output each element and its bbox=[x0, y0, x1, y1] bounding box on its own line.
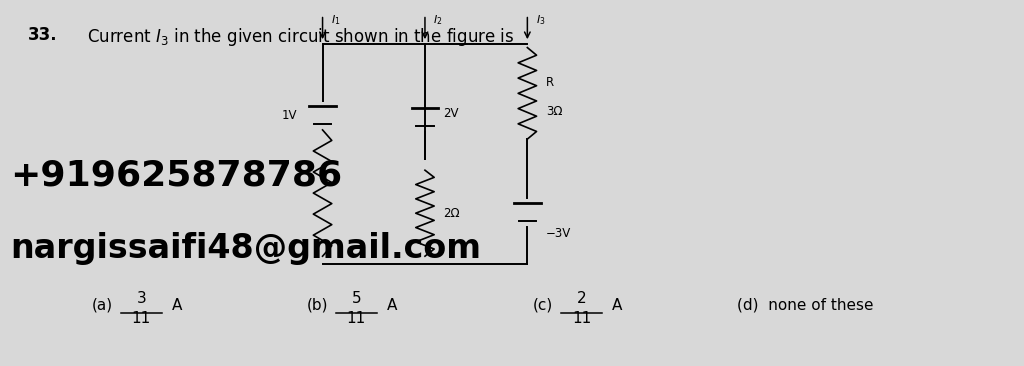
Text: 5: 5 bbox=[351, 291, 361, 306]
Text: A: A bbox=[172, 298, 182, 313]
Text: Current $I_3$ in the given circuit shown in the figure is: Current $I_3$ in the given circuit shown… bbox=[87, 26, 514, 48]
Text: 2V: 2V bbox=[443, 107, 459, 120]
Text: 2Ω: 2Ω bbox=[443, 207, 460, 220]
Text: 11: 11 bbox=[347, 311, 366, 326]
Text: +919625878786: +919625878786 bbox=[10, 159, 342, 193]
Text: −3V: −3V bbox=[546, 227, 571, 240]
Text: nargissaifi48@gmail.com: nargissaifi48@gmail.com bbox=[10, 232, 481, 265]
Text: 33.: 33. bbox=[28, 26, 57, 44]
Text: 11: 11 bbox=[132, 311, 151, 326]
Text: (d)  none of these: (d) none of these bbox=[737, 298, 873, 313]
Text: $I_2$: $I_2$ bbox=[433, 13, 442, 27]
Text: 1V: 1V bbox=[282, 109, 297, 122]
Text: $I_1$: $I_1$ bbox=[331, 13, 340, 27]
Text: 11: 11 bbox=[572, 311, 591, 326]
Text: A: A bbox=[612, 298, 623, 313]
Text: 2: 2 bbox=[577, 291, 587, 306]
Text: $I_3$: $I_3$ bbox=[536, 13, 545, 27]
Text: (b): (b) bbox=[307, 298, 329, 313]
Text: (c): (c) bbox=[532, 298, 553, 313]
Text: A: A bbox=[387, 298, 397, 313]
Text: 3Ω: 3Ω bbox=[546, 105, 562, 118]
Text: 3: 3 bbox=[136, 291, 146, 306]
Text: R: R bbox=[546, 76, 554, 89]
Text: (a): (a) bbox=[92, 298, 114, 313]
